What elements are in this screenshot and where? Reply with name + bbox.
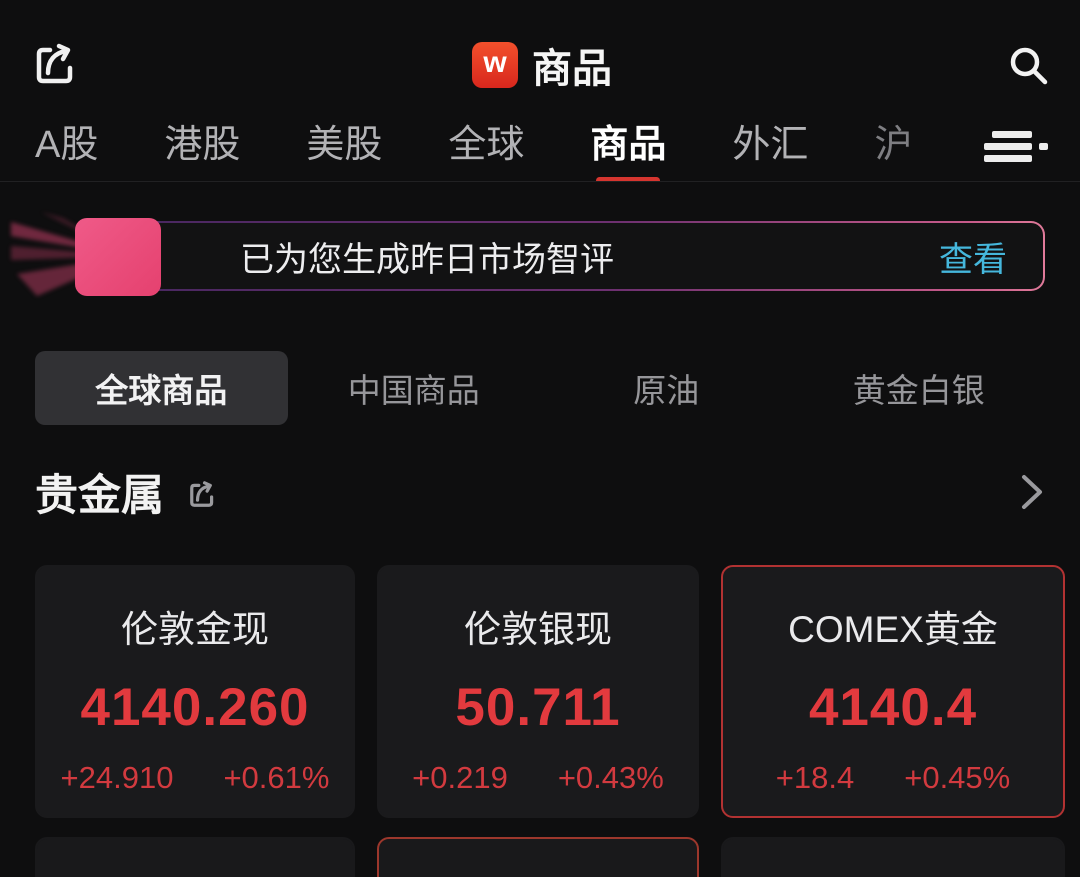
banner-message: 已为您生成昨日市场智评 (240, 240, 614, 279)
share-icon[interactable] (30, 40, 80, 90)
quote-change-pct: +0.43% (557, 760, 664, 795)
tab-us-stocks[interactable]: 美股 (306, 124, 383, 166)
quote-change-pct: +0.45% (904, 760, 1011, 795)
subtab-gold-silver[interactable]: 黄金白银 (852, 372, 985, 409)
quote-card-row-partial (35, 837, 1080, 877)
banner-view-link[interactable]: 查看 (939, 240, 1007, 279)
quote-change-pct: +0.61% (223, 760, 330, 795)
wind-logo-icon: w (472, 42, 518, 88)
menu-icon (984, 130, 1048, 162)
quote-price: 4140.4 (808, 678, 978, 737)
quote-card-comex-gold[interactable]: COMEX黄金 4140.4 +18.4 +0.45% (721, 565, 1065, 818)
tab-hk-stocks[interactable]: 港股 (164, 124, 241, 166)
quote-change: +0.219 (412, 760, 508, 795)
quote-name: COMEX黄金 (788, 609, 998, 650)
section-share-icon[interactable] (186, 479, 218, 511)
chevron-right-icon[interactable] (1019, 472, 1045, 512)
quote-card-partial[interactable] (721, 837, 1065, 877)
page-title: 商品 (532, 47, 612, 91)
quote-card-row: 伦敦金现 4140.260 +24.910 +0.61% 伦敦银现 50.711… (35, 565, 1080, 818)
app-title: w 商品 (80, 36, 1004, 94)
tab-commodities[interactable]: 商品 (590, 113, 666, 178)
market-tab-bar: A股 港股 美股 全球 商品 外汇 沪 (0, 110, 1080, 182)
quote-change: +24.910 (60, 760, 174, 795)
quote-card-partial-highlighted[interactable] (377, 837, 699, 877)
subtab-crude-oil[interactable]: 原油 (633, 372, 700, 409)
wind-logo-letter: w (483, 46, 507, 79)
banner-thumbnail[interactable] (75, 218, 161, 296)
quote-name: 伦敦金现 (121, 609, 269, 650)
tab-global[interactable]: 全球 (448, 124, 525, 166)
tab-shanghai-partial[interactable]: 沪 (874, 124, 913, 166)
quote-card-partial[interactable] (35, 837, 355, 877)
subtab-china-commodities[interactable]: 中国商品 (347, 372, 480, 409)
top-bar: w 商品 (0, 0, 1080, 94)
smart-review-banner: 已为您生成昨日市场智评 查看 (11, 212, 1045, 296)
quote-card-london-gold[interactable]: 伦敦金现 4140.260 +24.910 +0.61% (35, 565, 355, 818)
banner-box[interactable]: 已为您生成昨日市场智评 查看 (90, 221, 1045, 291)
commodity-subtab-bar: 全球商品 中国商品 原油 黄金白银 (35, 351, 1045, 425)
tab-forex[interactable]: 外汇 (732, 124, 809, 166)
quote-name: 伦敦银现 (464, 609, 612, 650)
section-title: 贵金属 (35, 472, 164, 520)
quote-price: 50.711 (455, 678, 621, 737)
search-icon[interactable] (1004, 41, 1052, 89)
quote-card-london-silver[interactable]: 伦敦银现 50.711 +0.219 +0.43% (377, 565, 699, 818)
quote-price: 4140.260 (80, 678, 310, 737)
subtab-global-commodities[interactable]: 全球商品 (35, 351, 288, 425)
tab-menu-button[interactable] (960, 110, 1080, 181)
quote-change: +18.4 (775, 760, 855, 795)
section-header: 贵金属 (35, 463, 1045, 521)
tab-a-shares[interactable]: A股 (35, 124, 99, 166)
